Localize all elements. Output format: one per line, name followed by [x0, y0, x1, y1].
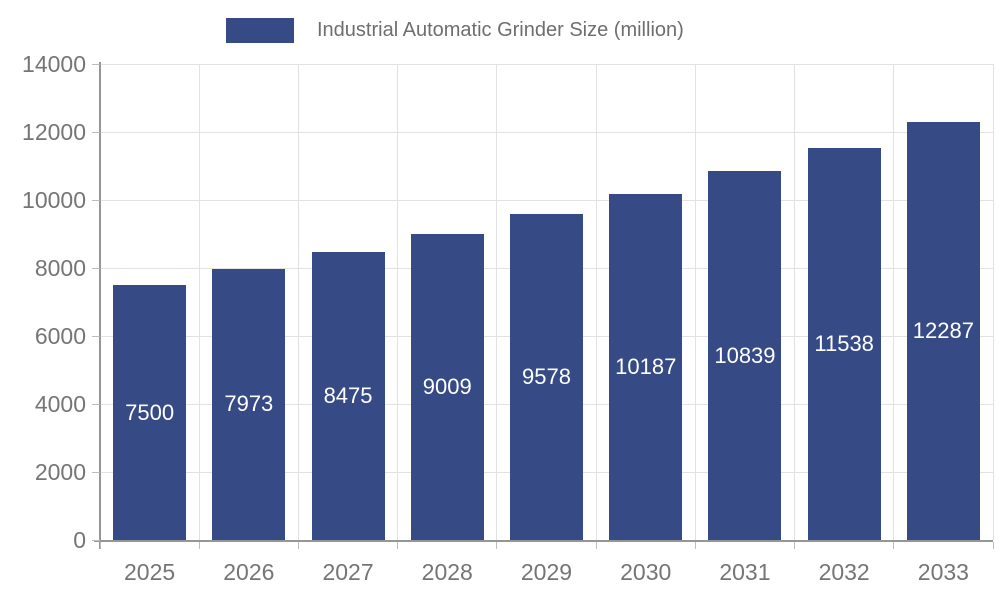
y-axis-label: 14000 [22, 51, 86, 77]
x-gridline [198, 64, 200, 540]
x-axis-label: 2031 [719, 559, 771, 585]
y-gridline [100, 63, 993, 65]
bar-value-label: 10187 [615, 353, 677, 379]
bar-value-label: 7973 [224, 391, 274, 417]
y-axis-tick [92, 335, 100, 337]
bar-value-label: 11538 [814, 330, 874, 356]
x-gridline [794, 64, 796, 540]
bar-value-label: 7500 [125, 399, 175, 425]
y-axis-tick [92, 267, 100, 269]
y-axis-label: 4000 [34, 391, 86, 417]
x-axis-label: 2027 [322, 559, 374, 585]
bar[interactable]: 11538 [807, 147, 881, 540]
y-gridline [100, 131, 993, 133]
x-axis-tick [297, 542, 299, 549]
x-axis-label: 2029 [520, 559, 573, 585]
bar-value-label: 9578 [522, 364, 571, 390]
x-axis-tick [496, 542, 498, 549]
bar-value-label: 10839 [714, 342, 776, 368]
y-axis-tick [92, 539, 100, 541]
legend-swatch [226, 18, 294, 43]
x-axis-label: 2030 [620, 559, 672, 585]
y-axis-label: 0 [73, 527, 86, 553]
x-axis-tick [893, 542, 895, 549]
bar[interactable]: 10187 [609, 193, 683, 540]
x-gridline [893, 64, 895, 540]
x-gridline [297, 64, 299, 540]
y-axis-line [99, 62, 101, 549]
x-axis-line [94, 540, 993, 542]
x-gridline [496, 64, 498, 540]
x-gridline [992, 64, 994, 540]
bar-value-label: 12287 [912, 318, 974, 344]
y-axis-label: 8000 [34, 255, 86, 281]
x-axis-tick [397, 542, 399, 549]
bar[interactable]: 7500 [113, 285, 187, 540]
x-axis-tick [694, 542, 696, 549]
x-axis-tick [198, 542, 200, 549]
y-axis-label: 10000 [22, 187, 86, 213]
y-axis-tick [92, 403, 100, 405]
x-axis-tick [595, 542, 597, 549]
x-axis-label: 2026 [223, 559, 275, 585]
y-axis-label: 6000 [34, 323, 86, 349]
x-gridline [595, 64, 597, 540]
y-axis-tick [92, 63, 100, 65]
x-axis-label: 2033 [917, 559, 969, 585]
bar[interactable]: 9578 [510, 214, 583, 540]
y-axis-label: 2000 [34, 459, 86, 485]
x-gridline [694, 64, 696, 540]
bar[interactable]: 7973 [212, 268, 286, 540]
y-axis-tick [92, 199, 100, 201]
bar-value-label: 9009 [422, 373, 472, 399]
x-axis-label: 2032 [818, 559, 870, 585]
bar[interactable]: 9009 [410, 233, 484, 540]
legend[interactable]: Industrial Automatic Grinder Size (milli… [226, 18, 684, 43]
x-axis-tick [99, 542, 101, 549]
bar[interactable]: 8475 [311, 251, 385, 540]
bar-value-label: 8475 [323, 382, 373, 408]
x-gridline [397, 64, 399, 540]
x-axis-tick [794, 542, 796, 549]
x-axis-label: 2028 [421, 559, 473, 585]
bar[interactable]: 12287 [906, 122, 980, 540]
legend-label: Industrial Automatic Grinder Size (milli… [317, 19, 684, 41]
y-axis-tick [92, 131, 100, 133]
x-axis-tick [992, 542, 994, 549]
y-axis-tick [92, 471, 100, 473]
y-gridline [100, 199, 993, 201]
bar[interactable]: 10839 [708, 171, 782, 540]
y-axis-label: 12000 [22, 119, 86, 145]
x-axis-label: 2025 [124, 559, 176, 585]
